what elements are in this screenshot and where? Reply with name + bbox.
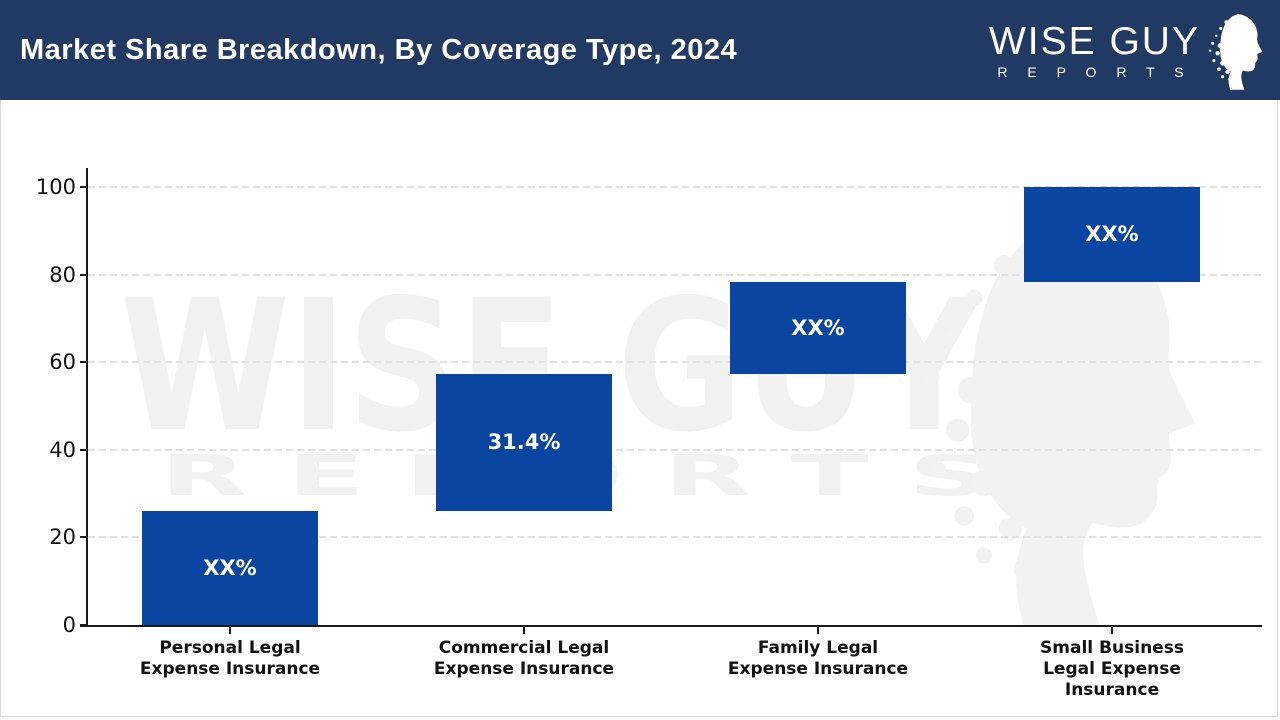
category-label-line: Insurance (1064, 680, 1160, 701)
bar-value-label: XX% (203, 556, 257, 581)
category-label: Personal Legal Expense Insurance (140, 638, 320, 680)
logo-wordmark: WISE GUY (988, 20, 1200, 64)
wiseguy-logo: WISE GUY R E P O R T S (989, 8, 1266, 94)
category-label-line: Expense Insurance (433, 659, 615, 680)
x-tick-mark (817, 627, 819, 634)
gridline (88, 361, 1262, 364)
x-axis-line (80, 625, 1262, 627)
y-tick-label: 0 (62, 613, 76, 637)
logo-subtext: R E P O R T S (997, 63, 1192, 80)
y-tick-mark (80, 624, 87, 626)
y-tick-label: 80 (49, 262, 76, 287)
y-tick-mark (80, 536, 87, 539)
category-label-line: Expense Insurance (727, 659, 909, 680)
x-tick-mark (229, 627, 231, 634)
y-tick-label: 60 (49, 350, 76, 375)
category-label-line: Commercial Legal (438, 638, 610, 658)
logo-text: WISE GUY R E P O R T S (988, 20, 1200, 80)
y-axis-line (86, 168, 88, 627)
gridline (88, 186, 1262, 188)
category-label: Commercial Legal Expense Insurance (434, 638, 614, 680)
page-title: Market Share Breakdown, By Coverage Type… (20, 33, 738, 66)
category-label-line: Legal Expense (1043, 659, 1181, 680)
category-label: Family Legal Expense Insurance (728, 638, 908, 680)
bar-segment (730, 281, 906, 374)
bar-value-label: XX% (791, 315, 845, 340)
bar-value-label: XX% (1085, 222, 1139, 247)
wiseguy-face-icon (1208, 14, 1263, 90)
logo-dots (1208, 14, 1247, 82)
y-tick-mark (80, 273, 87, 276)
gridline (88, 448, 1262, 451)
x-tick-mark (1111, 627, 1113, 634)
y-tick-mark (80, 361, 87, 364)
category-label-line: Small Business (1040, 638, 1184, 658)
y-tick-mark (80, 186, 87, 188)
bar-segment (436, 373, 612, 512)
bar-segment (142, 511, 318, 625)
bar-value-label: 31.4% (487, 430, 561, 455)
y-tick-label: 40 (49, 437, 76, 462)
category-label-line: Family Legal (757, 638, 879, 658)
y-tick-label: 20 (49, 525, 76, 550)
gridline (88, 536, 1262, 539)
gridline (88, 273, 1262, 276)
category-label: Small Business Legal Expense Insurance (1040, 638, 1184, 701)
y-tick-label: 100 (35, 175, 76, 199)
x-tick-mark (523, 627, 525, 634)
header-bar: Market Share Breakdown, By Coverage Type… (0, 0, 1280, 100)
category-label-line: Personal Legal (159, 638, 301, 658)
y-tick-mark (80, 448, 87, 451)
category-label-line: Expense Insurance (139, 659, 321, 680)
